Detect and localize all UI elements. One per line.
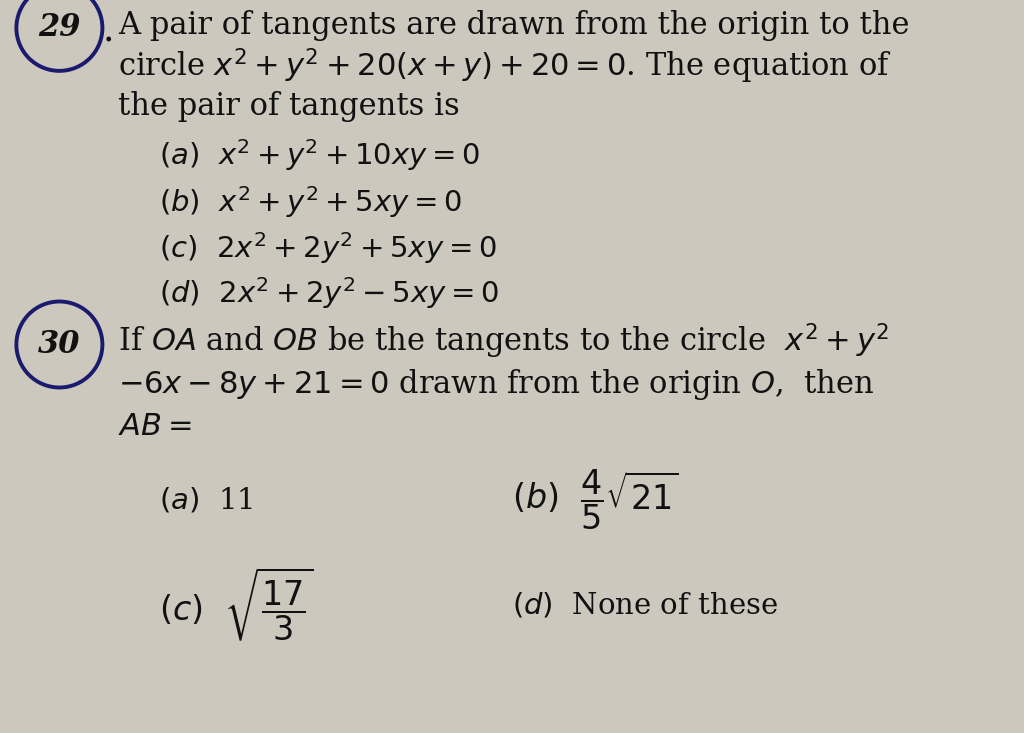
Text: $(b)$  $\dfrac{4}{5}\sqrt{21}$: $(b)$ $\dfrac{4}{5}\sqrt{21}$: [512, 468, 679, 532]
Text: If $OA$ and $OB$ be the tangents to the circle  $x^2+y^2$: If $OA$ and $OB$ be the tangents to the …: [118, 322, 889, 361]
Text: 30: 30: [38, 329, 81, 360]
Text: $-6x-8y+21=0$ drawn from the origin $O$,  then: $-6x-8y+21=0$ drawn from the origin $O$,…: [118, 367, 873, 402]
Text: $(d)$  None of these: $(d)$ None of these: [512, 590, 778, 619]
Text: .: .: [102, 15, 114, 48]
Text: $AB=$: $AB=$: [118, 411, 191, 442]
Text: $(d)$  $2x^2+2y^2-5xy=0$: $(d)$ $2x^2+2y^2-5xy=0$: [159, 276, 499, 311]
Text: the pair of tangents is: the pair of tangents is: [118, 91, 460, 122]
Text: $(b)$  $x^2+y^2+5xy=0$: $(b)$ $x^2+y^2+5xy=0$: [159, 184, 462, 219]
Text: $(c)$  $\sqrt{\dfrac{17}{3}}$: $(c)$ $\sqrt{\dfrac{17}{3}}$: [159, 566, 313, 644]
Text: $(c)$  $2x^2+2y^2+5xy=0$: $(c)$ $2x^2+2y^2+5xy=0$: [159, 230, 497, 265]
Text: A pair of tangents are drawn from the origin to the: A pair of tangents are drawn from the or…: [118, 10, 909, 41]
Text: circle $x^2+y^2+20(x+y)+20=0$. The equation of: circle $x^2+y^2+20(x+y)+20=0$. The equat…: [118, 46, 891, 86]
Text: $(a)$  11: $(a)$ 11: [159, 485, 253, 515]
Text: $(a)$  $x^2+y^2+10xy=0$: $(a)$ $x^2+y^2+10xy=0$: [159, 138, 479, 173]
Text: 29: 29: [38, 12, 81, 43]
